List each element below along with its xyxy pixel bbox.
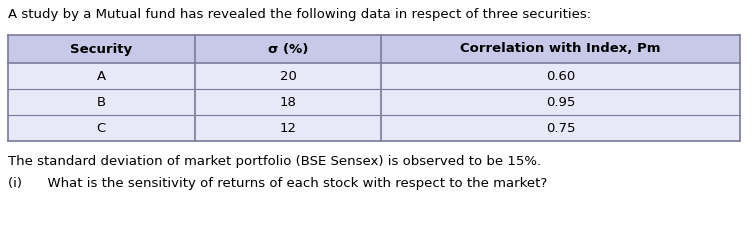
Text: (i)      What is the sensitivity of returns of each stock with respect to the ma: (i) What is the sensitivity of returns o… [8,177,547,190]
Text: σ (%): σ (%) [268,42,308,55]
Text: Security: Security [70,42,132,55]
Text: C: C [97,121,106,134]
Text: 0.95: 0.95 [546,96,575,108]
Text: 20: 20 [280,70,296,83]
Text: 0.75: 0.75 [546,121,575,134]
Text: B: B [97,96,106,108]
Text: Correlation with Index, Pm: Correlation with Index, Pm [460,42,661,55]
Text: 0.60: 0.60 [546,70,575,83]
Text: 12: 12 [280,121,296,134]
Text: A study by a Mutual fund has revealed the following data in respect of three sec: A study by a Mutual fund has revealed th… [8,8,591,21]
Text: A: A [97,70,106,83]
Text: The standard deviation of market portfolio (BSE Sensex) is observed to be 15%.: The standard deviation of market portfol… [8,155,541,168]
Text: 18: 18 [280,96,296,108]
